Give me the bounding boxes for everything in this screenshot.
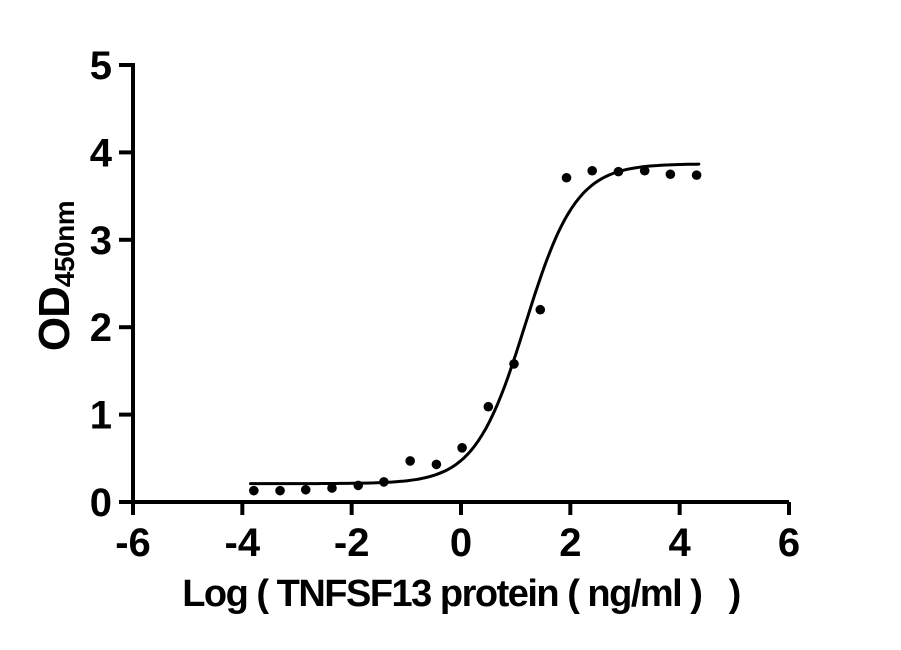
y-tick-label: 0 bbox=[90, 481, 112, 525]
data-point bbox=[665, 169, 676, 180]
data-point bbox=[535, 304, 546, 315]
data-point bbox=[587, 165, 597, 176]
y-tick-label: 1 bbox=[90, 394, 112, 438]
y-tick-label: 2 bbox=[90, 306, 112, 350]
fit-curve bbox=[249, 162, 701, 486]
data-point bbox=[483, 401, 494, 412]
data-point bbox=[249, 485, 259, 496]
data-point bbox=[613, 166, 624, 177]
x-tick-label: -6 bbox=[115, 521, 151, 565]
data-point bbox=[379, 477, 389, 487]
x-tick-label: -2 bbox=[334, 521, 370, 565]
x-tick-label: 2 bbox=[559, 521, 581, 565]
x-axis-label: Log ( TNFSF13 protein ( ng/ml ) ) bbox=[182, 573, 741, 615]
y-axis-label: OD 450nm bbox=[25, 126, 85, 426]
data-point bbox=[691, 170, 702, 180]
x-tick-label: -4 bbox=[225, 521, 261, 565]
data-point bbox=[431, 459, 442, 470]
data-point bbox=[275, 485, 285, 496]
y-axis-label-main: OD bbox=[30, 287, 79, 352]
x-tick-label: 6 bbox=[778, 521, 800, 565]
data-point bbox=[509, 359, 519, 369]
data-point bbox=[639, 165, 650, 176]
y-tick-label: 5 bbox=[90, 44, 112, 88]
y-axis-label-subscript: 450nm bbox=[49, 200, 80, 288]
data-point bbox=[561, 172, 572, 183]
data-point bbox=[457, 443, 467, 453]
y-tick-label: 4 bbox=[90, 131, 113, 175]
data-point bbox=[405, 456, 415, 466]
data-point bbox=[353, 480, 364, 491]
x-tick-label: 4 bbox=[669, 521, 692, 565]
data-point bbox=[327, 483, 337, 493]
axis-spine bbox=[131, 63, 789, 504]
x-tick-label: 0 bbox=[450, 521, 472, 565]
data-point bbox=[300, 484, 311, 495]
y-tick-label: 3 bbox=[90, 219, 112, 263]
